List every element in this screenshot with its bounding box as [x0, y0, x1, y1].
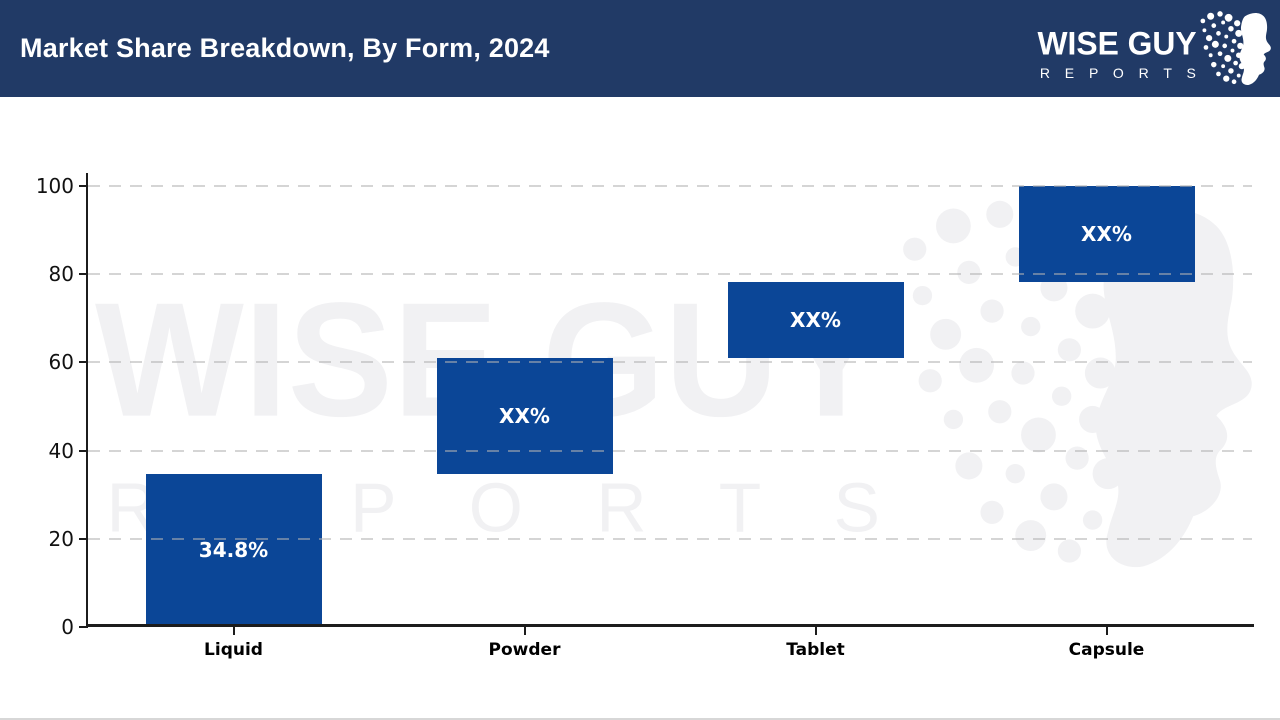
header: Market Share Breakdown, By Form, 2024	[0, 0, 1280, 97]
y-tick-mark	[79, 537, 87, 540]
bar-value-label: XX%	[790, 308, 841, 333]
gridline	[88, 273, 1252, 276]
y-tick-label: 100	[35, 174, 74, 198]
y-tick-mark	[79, 273, 87, 276]
y-tick-mark	[79, 185, 87, 187]
gridline	[88, 449, 1252, 452]
y-tick-label: 20	[48, 526, 74, 551]
bar-value-label: XX%	[1081, 222, 1132, 247]
y-axis-line	[86, 173, 88, 628]
y-tick-mark	[79, 449, 87, 452]
gridline	[88, 185, 1252, 187]
bar-value-label: 34.8%	[198, 538, 269, 563]
bar-capsule: XX%	[1018, 186, 1195, 283]
x-label-powder: Powder	[488, 640, 561, 660]
footer-divider	[0, 718, 1280, 720]
bar-value-label: XX%	[499, 403, 550, 428]
gridline	[88, 537, 1252, 540]
y-tick-label: 0	[61, 615, 74, 639]
y-tick-mark	[79, 361, 87, 364]
bar-liquid: 34.8%	[145, 473, 322, 627]
x-tick-mark	[814, 627, 817, 635]
x-tick-mark	[1105, 627, 1108, 635]
x-label-tablet: Tablet	[786, 640, 845, 660]
y-tick-label: 60	[48, 350, 74, 375]
x-tick-mark	[523, 627, 526, 635]
wise-guy-logo	[1037, 10, 1272, 88]
y-tick-label: 40	[48, 438, 74, 463]
x-tick-mark	[232, 627, 235, 635]
y-tick-label: 80	[48, 262, 74, 287]
page-title: Market Share Breakdown, By Form, 2024	[20, 33, 550, 63]
x-axis-line	[86, 624, 1254, 627]
x-label-capsule: Capsule	[1068, 640, 1145, 660]
x-label-liquid: Liquid	[204, 640, 263, 660]
bar-powder: XX%	[436, 357, 613, 474]
bar-tablet: XX%	[727, 282, 904, 358]
gridline	[88, 361, 1252, 364]
y-tick-mark	[79, 626, 87, 628]
